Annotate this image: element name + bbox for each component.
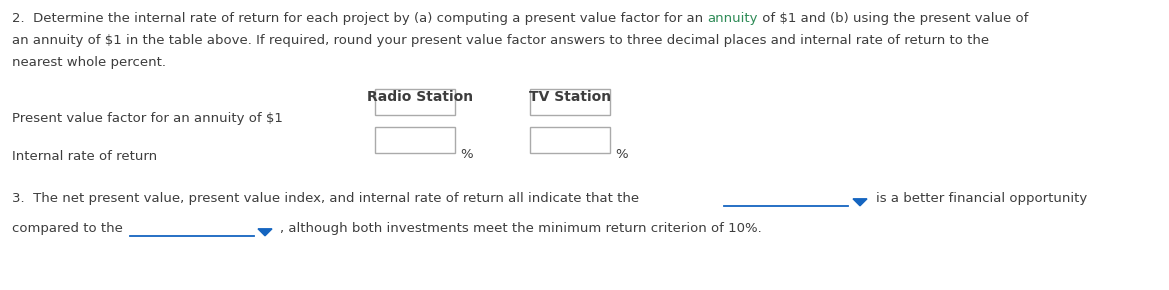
FancyBboxPatch shape <box>375 89 455 115</box>
Text: of $1 and (b) using the present value of: of $1 and (b) using the present value of <box>758 12 1029 25</box>
Text: nearest whole percent.: nearest whole percent. <box>12 56 166 69</box>
Polygon shape <box>853 199 867 206</box>
Text: Radio Station: Radio Station <box>367 90 473 104</box>
Text: , although both investments meet the minimum return criterion of 10%.: , although both investments meet the min… <box>281 222 762 235</box>
Text: 2.  Determine the internal rate of return for each project by (a) computing a pr: 2. Determine the internal rate of return… <box>12 12 707 25</box>
Text: annuity: annuity <box>707 12 758 25</box>
Text: is a better financial opportunity: is a better financial opportunity <box>876 192 1087 205</box>
Text: 3.  The net present value, present value index, and internal rate of return all : 3. The net present value, present value … <box>12 192 639 205</box>
Text: Present value factor for an annuity of $1: Present value factor for an annuity of $… <box>12 112 283 125</box>
Text: Internal rate of return: Internal rate of return <box>12 150 157 163</box>
Text: %: % <box>615 148 628 161</box>
Polygon shape <box>258 229 272 236</box>
FancyBboxPatch shape <box>375 127 455 153</box>
Text: TV Station: TV Station <box>528 90 611 104</box>
FancyBboxPatch shape <box>530 89 610 115</box>
Text: compared to the: compared to the <box>12 222 123 235</box>
FancyBboxPatch shape <box>530 127 610 153</box>
Text: %: % <box>459 148 472 161</box>
Text: an annuity of $1 in the table above. If required, round your present value facto: an annuity of $1 in the table above. If … <box>12 34 989 47</box>
